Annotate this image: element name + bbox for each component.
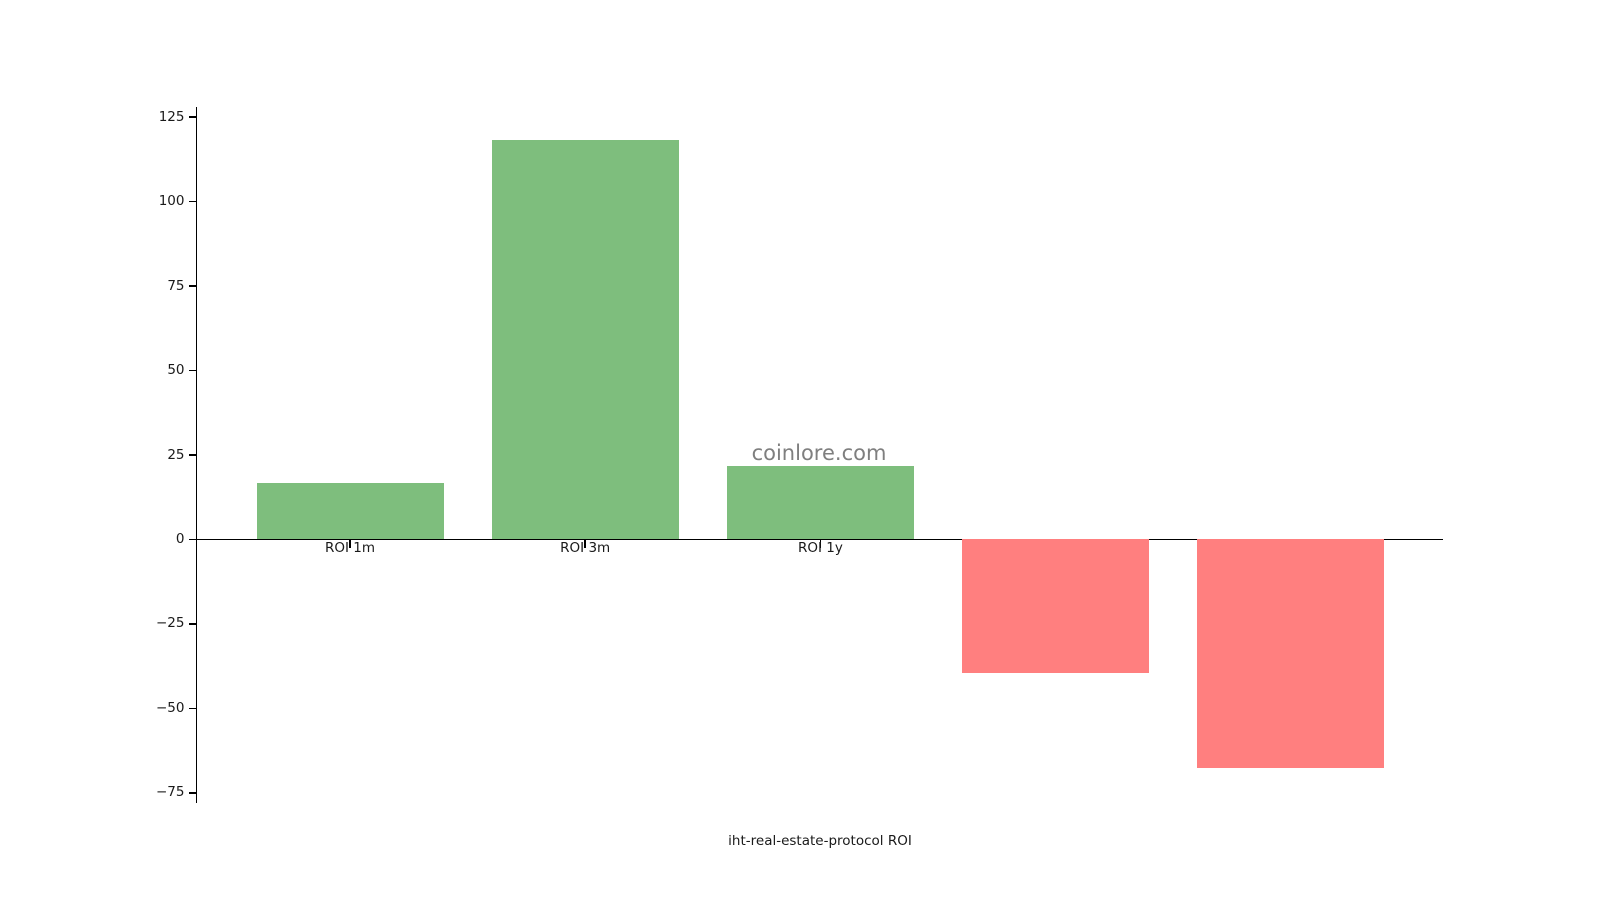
roi-bar: [726, 466, 914, 540]
y-tick-mark: [188, 285, 196, 287]
x-tick-label: ROI 1m: [324, 539, 376, 556]
y-tick-label: −75: [156, 784, 185, 801]
x-tick-mark: [349, 540, 351, 549]
y-axis-spine: [195, 107, 197, 803]
y-tick-mark: [188, 792, 196, 794]
y-tick-mark: [188, 707, 196, 710]
x-tick-mark: [584, 540, 586, 549]
y-tick-label: 0: [175, 530, 185, 547]
x-axis-line: [197, 538, 1443, 541]
y-tick-label: 25: [167, 446, 185, 463]
y-tick-label: 125: [158, 108, 185, 125]
roi-bar: [1197, 539, 1385, 768]
y-tick-mark: [188, 369, 196, 372]
y-tick-label: 75: [167, 277, 185, 294]
roi-bar: [491, 140, 679, 540]
y-tick-label: 100: [158, 193, 185, 210]
roi-bar: [256, 483, 444, 540]
y-tick-mark: [188, 538, 196, 541]
watermark-text: coinlore.com: [751, 441, 887, 465]
y-tick-mark: [188, 623, 196, 625]
y-tick-label: 50: [167, 362, 185, 379]
chart-title: iht-real-estate-protocol ROI: [728, 833, 912, 849]
y-tick-mark: [188, 454, 196, 456]
y-tick-label: −50: [156, 699, 185, 716]
x-tick-label: ROI 3m: [560, 539, 611, 556]
roi-bar: [962, 539, 1150, 674]
y-tick-mark: [188, 200, 196, 203]
y-tick-mark: [188, 116, 196, 118]
x-tick-mark: [819, 540, 822, 549]
y-tick-label: −25: [156, 615, 185, 632]
x-tick-label: ROI 1y: [797, 539, 843, 556]
